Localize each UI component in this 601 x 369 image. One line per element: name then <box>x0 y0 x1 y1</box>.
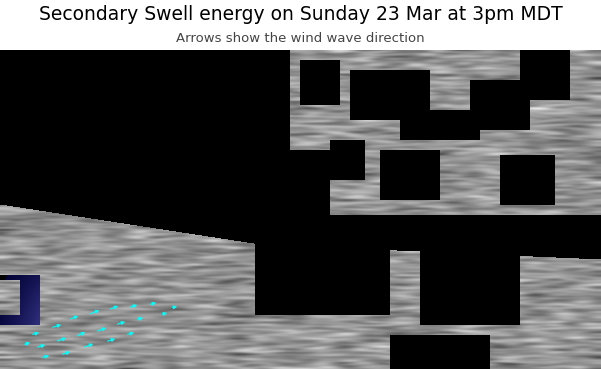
Text: Arrows show the wind wave direction: Arrows show the wind wave direction <box>176 32 425 45</box>
Text: Secondary Swell energy on Sunday 23 Mar at 3pm MDT: Secondary Swell energy on Sunday 23 Mar … <box>38 6 563 24</box>
